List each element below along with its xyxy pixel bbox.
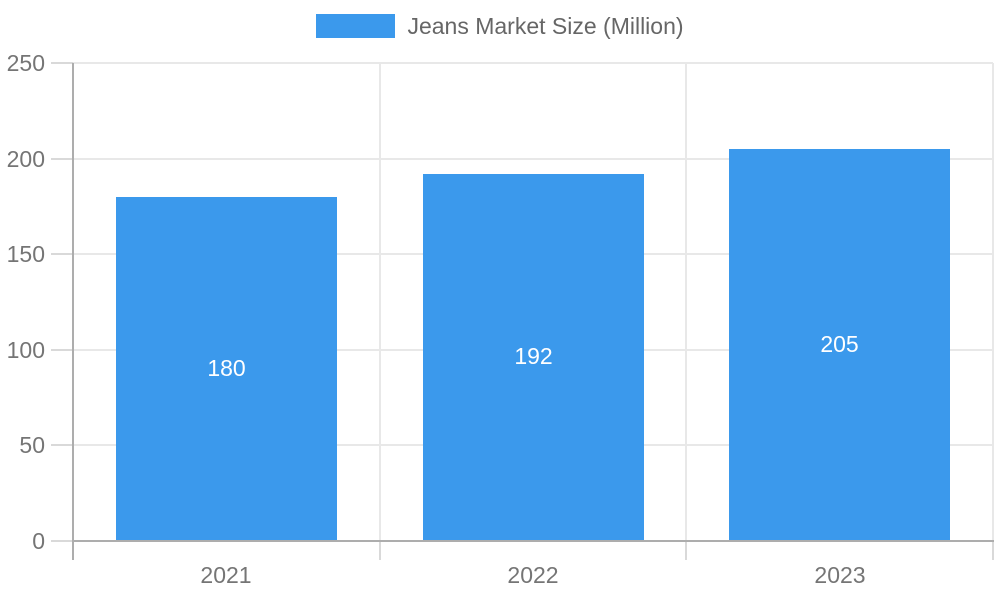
x-axis-label: 2023: [814, 562, 866, 588]
bar-2022[interactable]: 192: [423, 174, 644, 540]
y-axis-label: 150: [6, 241, 45, 267]
x-axis-label: 2022: [507, 562, 559, 588]
bar-value-label: 192: [514, 343, 553, 369]
y-axis-label: 100: [6, 337, 45, 363]
y-axis-label: 0: [32, 528, 45, 554]
y-axis-tick: [51, 253, 73, 255]
y-axis-label: 200: [6, 146, 45, 172]
x-axis-tick: [685, 541, 687, 560]
y-axis-tick: [51, 349, 73, 351]
legend-swatch-icon: [316, 14, 396, 38]
bar-value-label: 205: [820, 330, 859, 357]
x-axis-label: 2021: [200, 562, 252, 588]
legend-label: Jeans Market Size (Million): [407, 13, 684, 39]
y-axis-label: 50: [19, 432, 45, 458]
x-gridline: [992, 63, 994, 541]
y-axis-tick: [51, 158, 73, 160]
y-gridline: [73, 158, 993, 160]
x-gridline: [685, 63, 687, 541]
bar-2021[interactable]: 180: [116, 197, 337, 540]
x-gridline: [379, 63, 381, 541]
chart-legend: Jeans Market Size (Million): [0, 14, 1000, 38]
x-axis-line: [72, 540, 994, 542]
legend-item[interactable]: Jeans Market Size (Million): [316, 13, 684, 39]
x-axis-tick: [379, 541, 381, 560]
y-axis-tick: [51, 62, 73, 64]
x-axis-tick: [992, 541, 994, 560]
y-axis-line: [72, 63, 74, 560]
bar-2023[interactable]: 205: [729, 149, 950, 540]
y-axis-label: 250: [6, 50, 45, 76]
y-gridline: [73, 62, 993, 64]
y-axis-tick: [51, 444, 73, 446]
bar-value-label: 180: [207, 354, 246, 381]
y-axis-tick: [51, 540, 73, 542]
